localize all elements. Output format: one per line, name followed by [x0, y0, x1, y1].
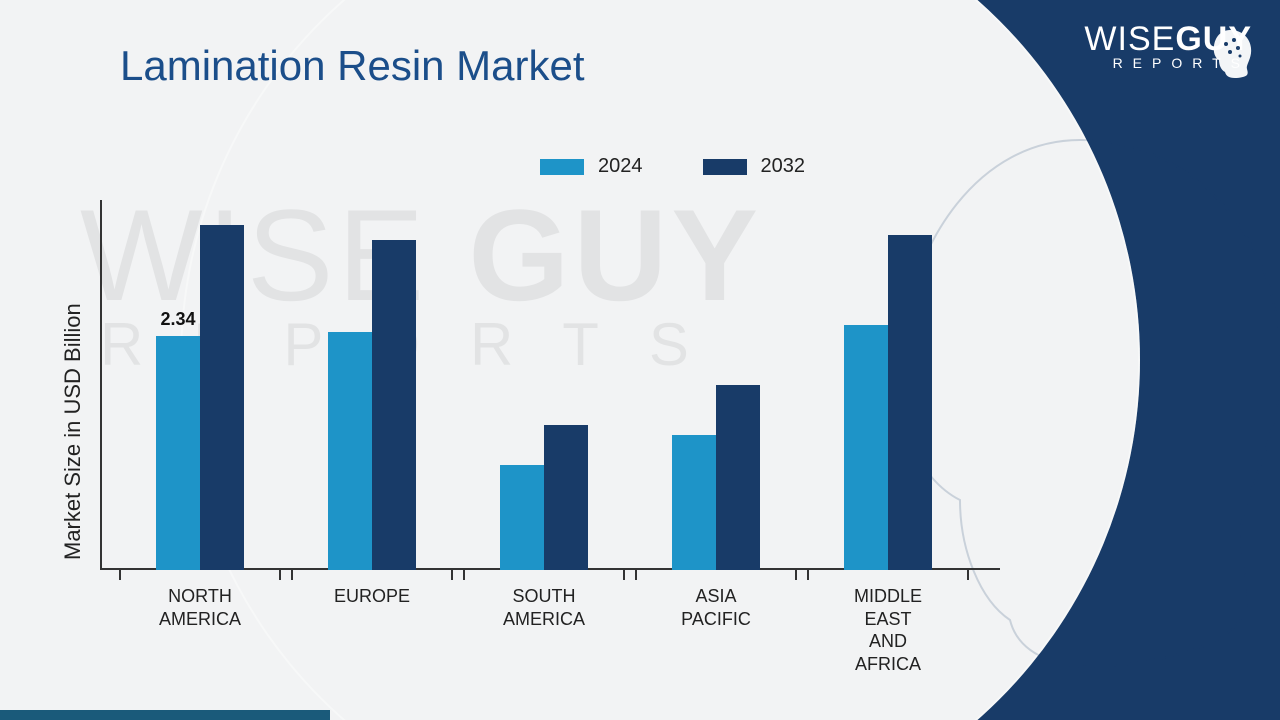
bar-2024: [328, 332, 372, 570]
data-label: 2.34: [160, 309, 195, 330]
brand-logo: WISEGUY REPORTS: [1084, 20, 1252, 71]
bar-chart: 2.34: [100, 200, 1000, 570]
bar-2024: [156, 336, 200, 570]
legend-item-2024: 2024: [540, 155, 643, 178]
bar-group: [636, 200, 796, 570]
category-label: MIDDLE EAST AND AFRICA: [808, 585, 968, 675]
bar-2032: [716, 385, 760, 570]
bar-2032: [372, 240, 416, 570]
x-tick: [795, 570, 797, 580]
bar-2024: [500, 465, 544, 570]
bottom-accent-bar: [0, 710, 330, 720]
x-tick: [635, 570, 637, 580]
x-tick: [967, 570, 969, 580]
x-tick: [119, 570, 121, 580]
y-axis-label: Market Size in USD Billion: [60, 303, 86, 560]
bar-2032: [544, 425, 588, 570]
category-label: SOUTH AMERICA: [464, 585, 624, 630]
x-tick: [463, 570, 465, 580]
category-label: EUROPE: [292, 585, 452, 608]
x-tick: [807, 570, 809, 580]
y-axis-line: [100, 200, 102, 570]
category-label: ASIA PACIFIC: [636, 585, 796, 630]
bar-group: 2.34: [120, 200, 280, 570]
bar-group: [464, 200, 624, 570]
page: WISEGUY REPORTS Lamination Resin Market …: [0, 0, 1280, 720]
chart-title: Lamination Resin Market: [120, 42, 585, 90]
bar-group: [808, 200, 968, 570]
legend-label-2024: 2024: [598, 155, 643, 178]
legend-label-2032: 2032: [761, 155, 806, 178]
x-tick: [291, 570, 293, 580]
legend-item-2032: 2032: [703, 155, 806, 178]
brand-wise: WISE: [1084, 20, 1175, 58]
bar-group: [292, 200, 452, 570]
legend-swatch-2024: [540, 159, 584, 175]
bar-2032: [200, 225, 244, 570]
bar-2024: [672, 435, 716, 570]
legend-swatch-2032: [703, 159, 747, 175]
bar-2024: [844, 325, 888, 570]
brain-head-icon: [1206, 26, 1258, 78]
x-tick: [451, 570, 453, 580]
bar-2032: [888, 235, 932, 570]
x-tick: [279, 570, 281, 580]
x-tick: [623, 570, 625, 580]
category-label: NORTH AMERICA: [120, 585, 280, 630]
legend: 2024 2032: [540, 155, 805, 178]
